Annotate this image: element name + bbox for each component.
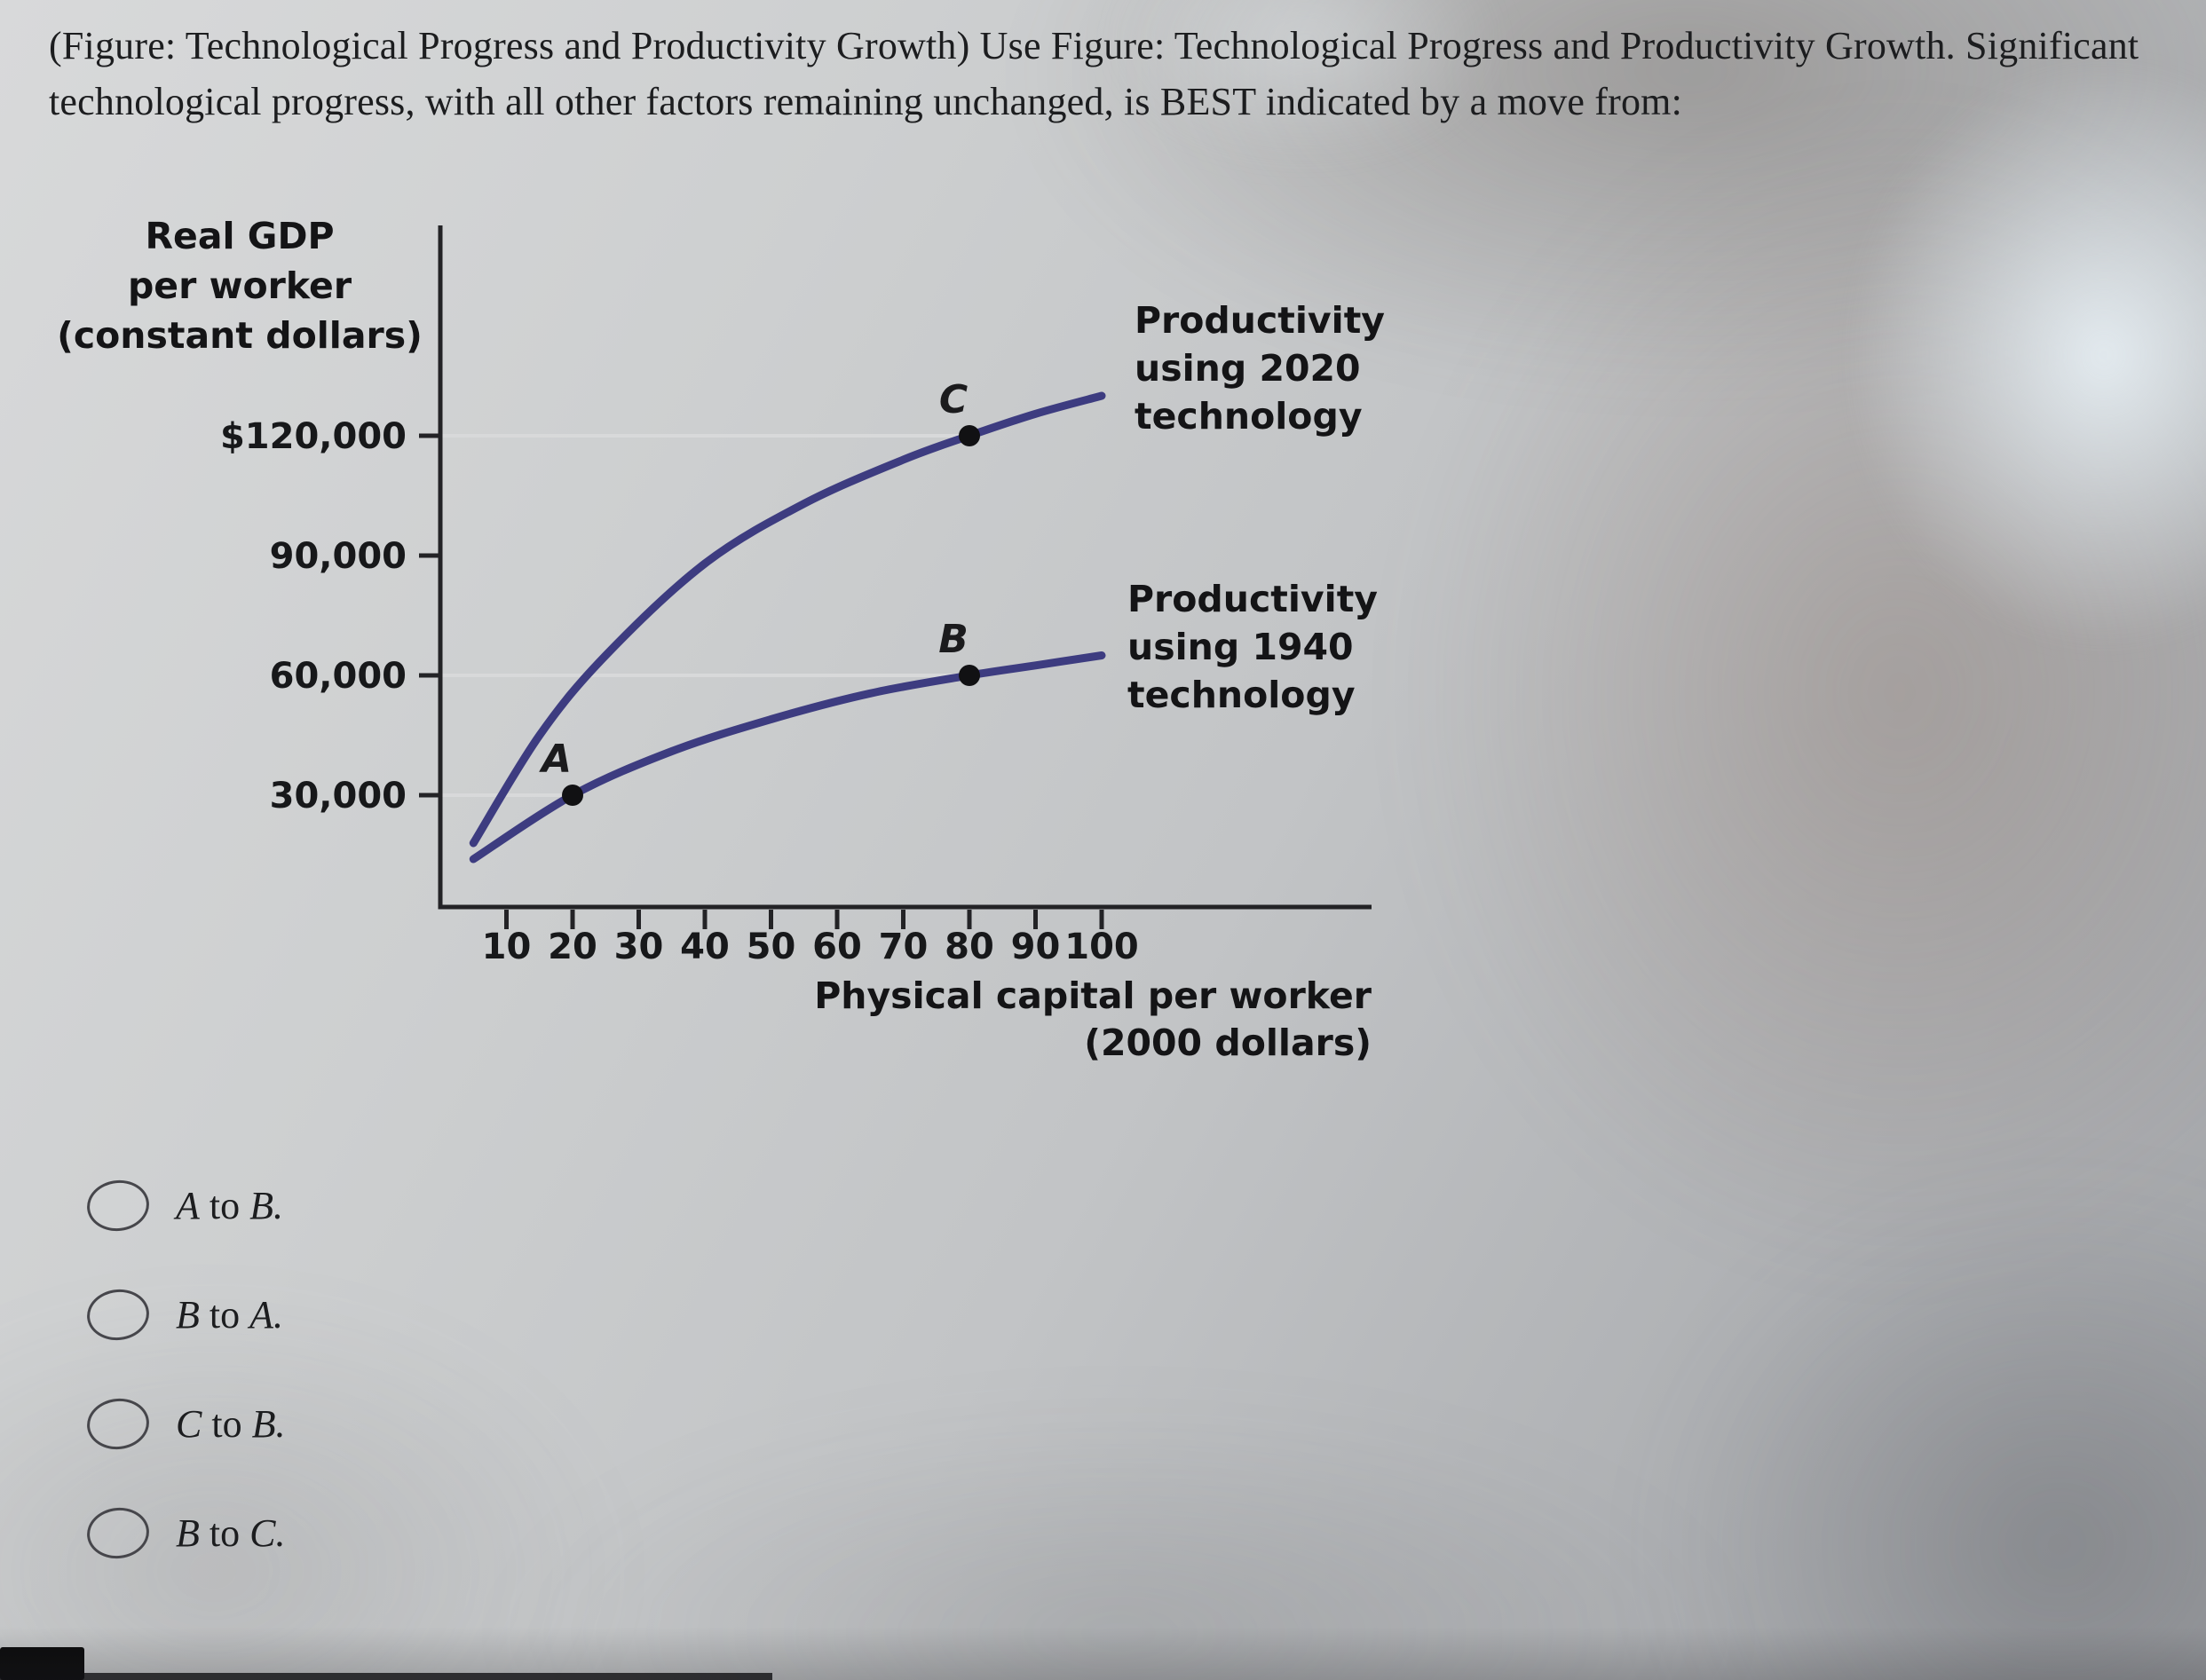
curve-label-line: using 2020	[1135, 347, 1361, 390]
curve-label-line: technology	[1135, 395, 1363, 438]
x-tick-label: 30	[614, 927, 664, 967]
x-tick-label: 80	[945, 927, 994, 967]
screen-reflection-dark-bottom-right	[1642, 1171, 2206, 1680]
option-variable: C.	[249, 1511, 286, 1555]
point-label-A: A	[539, 737, 572, 782]
screen-reflection-bright	[1846, 62, 2206, 648]
x-tick-label: 100	[1064, 927, 1139, 967]
option-label: C to B.	[176, 1401, 285, 1447]
curve-label-line: technology	[1127, 674, 1356, 716]
x-tick-label: 40	[680, 927, 730, 967]
option-b-to-a[interactable]: B to A.	[83, 1285, 285, 1345]
y-axis-title-line: Real GDP	[145, 215, 335, 257]
option-conjunction: to	[199, 1511, 250, 1555]
radio-button-option-4[interactable]	[83, 1503, 153, 1563]
x-axis-title-line: (2000 dollars)	[1084, 1021, 1372, 1064]
curve-label-1940-technology: Productivity using 1940 technology	[1127, 575, 1378, 719]
option-a-to-b[interactable]: A to B.	[83, 1176, 285, 1235]
y-tick-label: 60,000	[270, 656, 407, 697]
y-tick-label: 30,000	[270, 776, 407, 816]
point-A	[562, 785, 583, 806]
x-tick-label: 20	[548, 927, 597, 967]
option-variable: B.	[249, 1184, 284, 1227]
curve-series-0	[469, 391, 1106, 848]
radio-button-option-2[interactable]	[83, 1285, 153, 1345]
curve-label-line: Productivity	[1135, 299, 1386, 342]
option-label: B to A.	[176, 1292, 283, 1337]
x-tick-label: 50	[747, 927, 796, 967]
y-axis-title: Real GDP per worker (constant dollars)	[36, 211, 444, 360]
option-variable: B	[176, 1293, 200, 1337]
option-c-to-b[interactable]: C to B.	[83, 1394, 285, 1454]
x-axis-title-line: Physical capital per worker	[814, 974, 1372, 1017]
answer-options: A to B. B to A. C to B. B to C.	[83, 1176, 285, 1563]
option-variable: A.	[249, 1293, 284, 1337]
x-tick-label: 10	[482, 927, 532, 967]
hand-reflection	[1403, 106, 2206, 1278]
option-conjunction: to	[199, 1184, 250, 1227]
option-b-to-c[interactable]: B to C.	[83, 1503, 285, 1563]
option-label: A to B.	[176, 1183, 283, 1228]
radio-button-option-1[interactable]	[83, 1176, 153, 1235]
option-label: B to C.	[176, 1510, 285, 1556]
option-conjunction: to	[199, 1293, 250, 1337]
point-label-B: B	[938, 617, 969, 662]
curve-label-line: Productivity	[1127, 578, 1379, 620]
point-label-C: C	[939, 377, 968, 422]
y-axis-title-line: per worker	[127, 264, 352, 307]
option-conjunction: to	[202, 1402, 252, 1446]
option-variable: C	[176, 1402, 202, 1446]
x-tick-label: 90	[1011, 927, 1061, 967]
point-B	[959, 665, 980, 686]
y-axis-title-line: (constant dollars)	[57, 314, 423, 357]
x-tick-label: 60	[812, 927, 862, 967]
cutoff-text-bottom-line	[0, 1673, 772, 1680]
bottom-shade	[0, 1627, 2206, 1680]
question-text: (Figure: Technological Progress and Prod…	[49, 24, 2139, 123]
curve-label-line: using 1940	[1127, 626, 1354, 668]
y-tick-label: 90,000	[270, 536, 407, 577]
curve-label-2020-technology: Productivity using 2020 technology	[1135, 296, 1385, 440]
radio-button-option-3[interactable]	[83, 1394, 153, 1454]
curve-series-1	[469, 651, 1106, 864]
x-tick-label: 70	[879, 927, 929, 967]
option-variable: B.	[251, 1402, 286, 1446]
x-axis-title: Physical capital per worker (2000 dollar…	[710, 973, 1372, 1067]
point-C	[959, 425, 980, 446]
option-variable: B	[176, 1511, 200, 1555]
screen-reflection-dark-bottom	[497, 1402, 1740, 1680]
y-tick-label: $120,000	[220, 416, 407, 457]
option-variable: A	[176, 1184, 200, 1227]
